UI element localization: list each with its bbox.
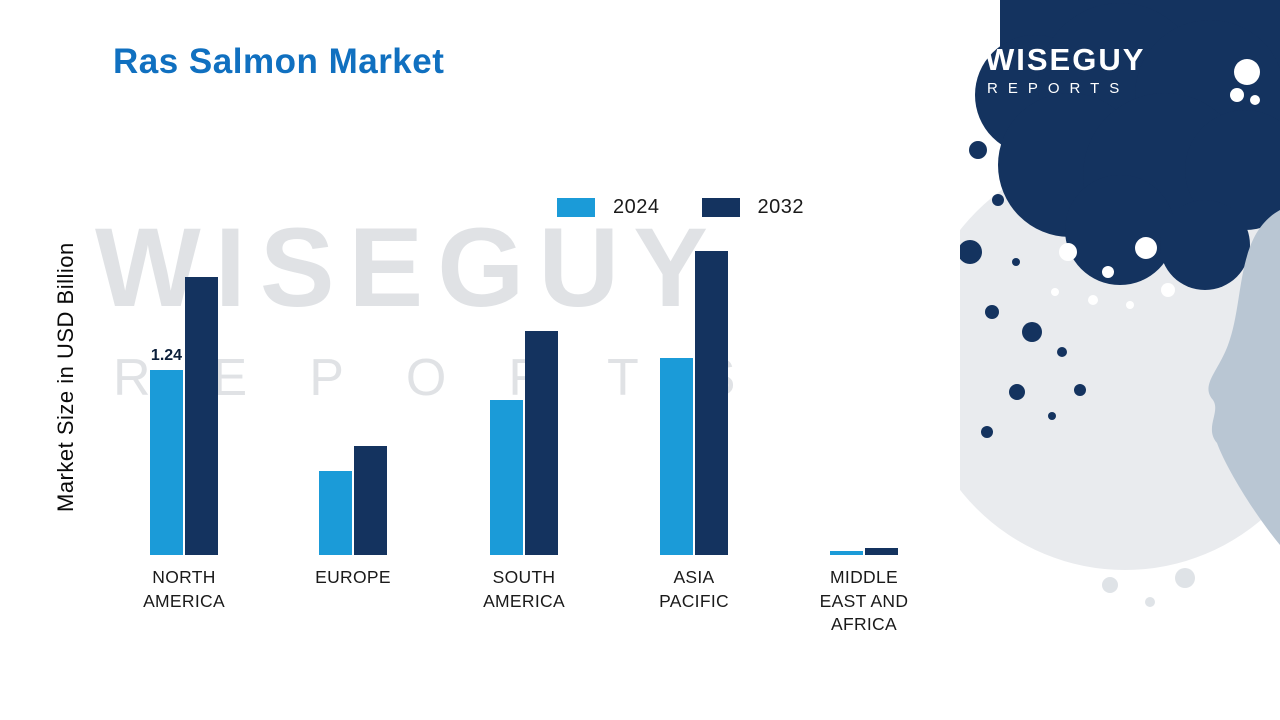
chart-legend: 2024 2032 bbox=[557, 196, 846, 219]
bar-2024-europe bbox=[319, 471, 352, 555]
bar-2024-south-america bbox=[490, 400, 523, 555]
bar-2024-asia-pacific bbox=[660, 358, 693, 555]
category-label-asia-pacific: ASIA PACIFIC bbox=[659, 567, 729, 611]
legend-label-2032: 2032 bbox=[757, 196, 804, 218]
bar-2032-middle-east-and-africa bbox=[865, 548, 898, 555]
brand-graphic bbox=[915, 0, 1280, 620]
category-label-north-america: NORTH AMERICA bbox=[143, 567, 225, 611]
bar-2032-north-america bbox=[185, 277, 218, 555]
category-label-south-america: SOUTH AMERICA bbox=[483, 567, 565, 611]
brand-logo: WISEGUY REPORTS bbox=[985, 44, 1205, 96]
page-title: Ras Salmon Market bbox=[113, 42, 445, 81]
brand-head-illustration bbox=[915, 0, 1280, 607]
bar-2024-north-america bbox=[150, 370, 183, 555]
bar-2032-south-america bbox=[525, 331, 558, 555]
bar-2032-europe bbox=[354, 446, 387, 555]
bar-2032-asia-pacific bbox=[695, 251, 728, 555]
logo-face-icon bbox=[1230, 59, 1260, 105]
bar-value-label: 1.24 bbox=[150, 347, 183, 364]
legend-swatch-2032 bbox=[701, 198, 740, 217]
category-label-middle-east-and-africa: MIDDLE EAST AND AFRICA bbox=[819, 567, 909, 635]
legend-label-2024: 2024 bbox=[613, 196, 660, 218]
brand-logo-sub: REPORTS bbox=[987, 80, 1130, 97]
chart-plot-area: NORTH AMERICA EUROPE SOUTH AMERICA ASIA PAC… bbox=[143, 251, 909, 635]
category-label-europe: EUROPE bbox=[315, 567, 391, 587]
bar-2024-middle-east-and-africa bbox=[830, 551, 863, 555]
brand-logo-name: WISEGUY bbox=[985, 42, 1146, 77]
legend-swatch-2024 bbox=[557, 198, 595, 217]
